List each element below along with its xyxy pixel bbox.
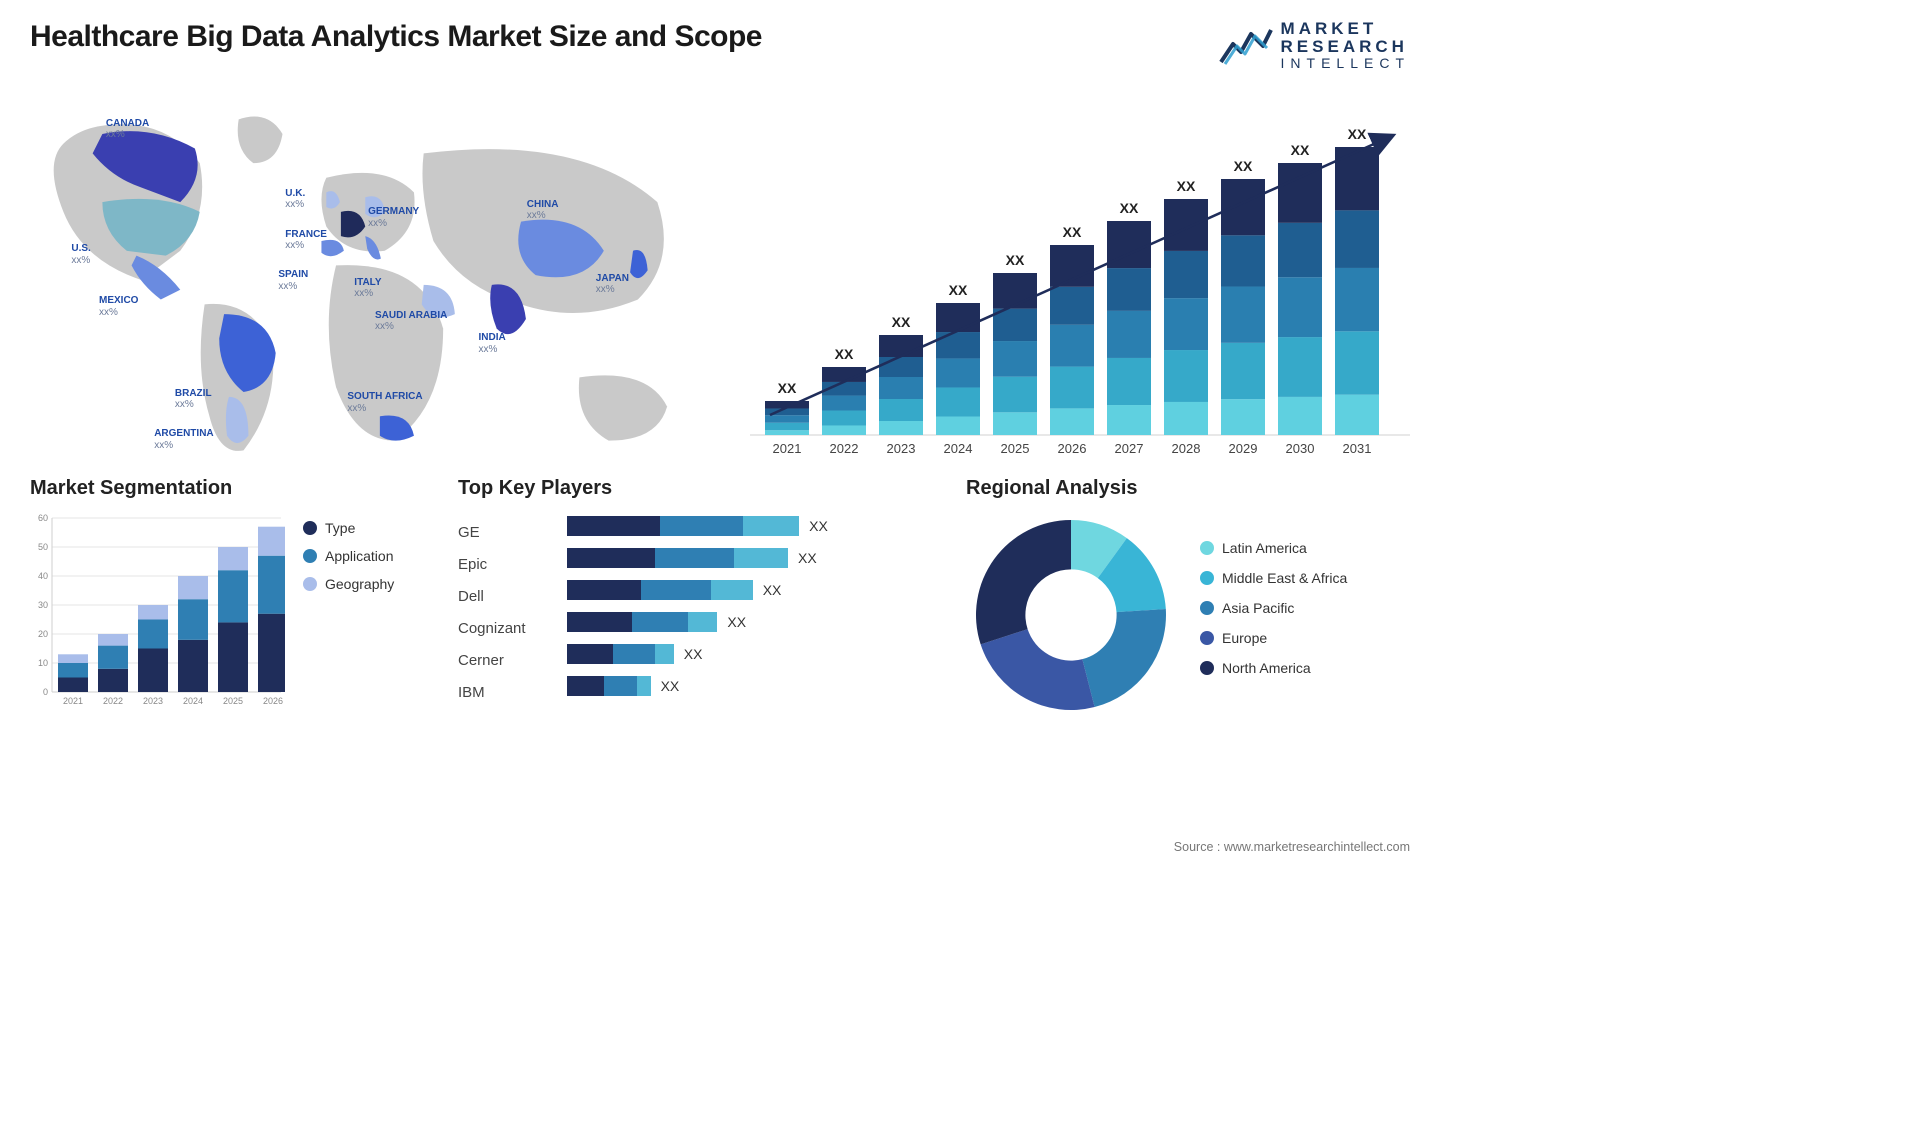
svg-text:2024: 2024 xyxy=(183,696,203,706)
seg-legend-application: Application xyxy=(303,548,394,564)
map-label-germany: GERMANYxx% xyxy=(368,206,419,229)
player-label-ge: GE xyxy=(458,516,553,548)
key-players-title: Top Key Players xyxy=(458,477,938,500)
player-label-cerner: Cerner xyxy=(458,644,553,676)
svg-text:2023: 2023 xyxy=(887,441,916,456)
player-label-cognizant: Cognizant xyxy=(458,612,553,644)
svg-text:XX: XX xyxy=(1006,252,1025,268)
svg-text:XX: XX xyxy=(1348,126,1367,142)
player-bar-ge: XX xyxy=(567,510,938,542)
player-label-ibm: IBM xyxy=(458,676,553,708)
svg-text:XX: XX xyxy=(1234,158,1253,174)
svg-text:40: 40 xyxy=(38,571,48,581)
logo-mark-icon xyxy=(1219,22,1273,68)
svg-text:XX: XX xyxy=(1177,178,1196,194)
seg-legend-geography: Geography xyxy=(303,576,394,592)
map-label-u-k-: U.K.xx% xyxy=(285,188,305,211)
map-label-canada: CANADAxx% xyxy=(106,118,149,141)
regional-title: Regional Analysis xyxy=(966,477,1410,500)
map-label-spain: SPAINxx% xyxy=(278,269,308,292)
svg-text:0: 0 xyxy=(43,687,48,697)
svg-text:60: 60 xyxy=(38,513,48,523)
svg-text:2022: 2022 xyxy=(103,696,123,706)
svg-text:2021: 2021 xyxy=(773,441,802,456)
map-label-india: INDIAxx% xyxy=(479,332,506,355)
logo-line3: INTELLECT xyxy=(1281,56,1410,71)
player-bar-dell: XX xyxy=(567,574,938,606)
region-legend-europe: Europe xyxy=(1200,630,1347,646)
map-label-saudi-arabia: SAUDI ARABIAxx% xyxy=(375,310,447,333)
map-label-france: FRANCExx% xyxy=(285,229,327,252)
svg-text:2029: 2029 xyxy=(1229,441,1258,456)
growth-bar-chart: 2021 XX 2022 XX 2023 XX 2024 XX 2025 XX 2026 XX 2027… xyxy=(750,95,1410,465)
player-bar-epic: XX xyxy=(567,542,938,574)
svg-text:2022: 2022 xyxy=(830,441,859,456)
segmentation-title: Market Segmentation xyxy=(30,477,430,500)
svg-text:10: 10 xyxy=(38,658,48,668)
svg-text:2028: 2028 xyxy=(1172,441,1201,456)
logo-line2: RESEARCH xyxy=(1281,38,1410,56)
player-label-dell: Dell xyxy=(458,580,553,612)
map-label-brazil: BRAZILxx% xyxy=(175,388,212,411)
key-players-panel: Top Key Players GEEpicDellCognizantCerne… xyxy=(458,477,938,720)
map-label-china: CHINAxx% xyxy=(527,199,559,222)
seg-legend-type: Type xyxy=(303,520,394,536)
svg-text:2025: 2025 xyxy=(1001,441,1030,456)
region-legend-latin-america: Latin America xyxy=(1200,540,1347,556)
svg-text:XX: XX xyxy=(835,346,854,362)
regional-panel: Regional Analysis Latin America Middle Ea… xyxy=(966,477,1410,720)
brand-logo: MARKET RESEARCH INTELLECT xyxy=(1219,20,1410,70)
svg-text:50: 50 xyxy=(38,542,48,552)
region-legend-north-america: North America xyxy=(1200,660,1347,676)
player-bar-cognizant: XX xyxy=(567,606,938,638)
svg-text:20: 20 xyxy=(38,629,48,639)
map-label-mexico: MEXICOxx% xyxy=(99,295,138,318)
map-label-japan: JAPANxx% xyxy=(596,273,629,296)
player-bar-ibm: XX xyxy=(567,670,938,702)
map-label-u-s-: U.S.xx% xyxy=(71,243,90,266)
svg-text:XX: XX xyxy=(1063,224,1082,240)
svg-text:XX: XX xyxy=(1120,200,1139,216)
svg-text:XX: XX xyxy=(778,380,797,396)
svg-text:2027: 2027 xyxy=(1115,441,1144,456)
source-label: Source : www.marketresearchintellect.com xyxy=(1174,840,1410,854)
player-bar-cerner: XX xyxy=(567,638,938,670)
page-title: Healthcare Big Data Analytics Market Siz… xyxy=(30,20,762,54)
svg-text:30: 30 xyxy=(38,600,48,610)
svg-text:2021: 2021 xyxy=(63,696,83,706)
svg-text:2023: 2023 xyxy=(143,696,163,706)
region-legend-asia-pacific: Asia Pacific xyxy=(1200,600,1347,616)
logo-line1: MARKET xyxy=(1281,20,1410,38)
svg-text:2024: 2024 xyxy=(944,441,973,456)
svg-text:2026: 2026 xyxy=(263,696,283,706)
map-label-south-africa: SOUTH AFRICAxx% xyxy=(347,391,422,414)
map-label-argentina: ARGENTINAxx% xyxy=(154,428,213,451)
region-legend-middle-east-africa: Middle East & Africa xyxy=(1200,570,1347,586)
svg-text:2026: 2026 xyxy=(1058,441,1087,456)
player-label-epic: Epic xyxy=(458,548,553,580)
svg-text:XX: XX xyxy=(892,314,911,330)
svg-text:2030: 2030 xyxy=(1286,441,1315,456)
svg-text:XX: XX xyxy=(1291,142,1310,158)
world-map-panel: CANADAxx% U.S.xx% MEXICOxx% BRAZILxx% ARGENT… xyxy=(30,95,720,465)
map-label-italy: ITALYxx% xyxy=(354,277,381,300)
svg-text:2031: 2031 xyxy=(1343,441,1372,456)
segmentation-panel: Market Segmentation 0 10 20 30 40 50 60 2021 202… xyxy=(30,477,430,720)
svg-text:XX: XX xyxy=(949,282,968,298)
svg-text:2025: 2025 xyxy=(223,696,243,706)
